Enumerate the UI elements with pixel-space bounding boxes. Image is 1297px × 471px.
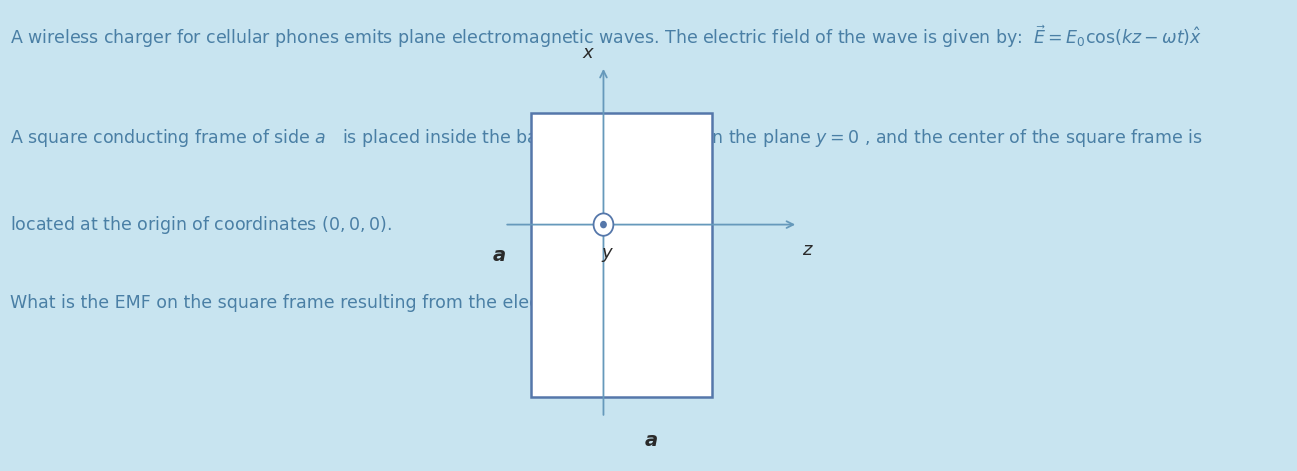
Text: a: a [645, 431, 658, 450]
Text: z: z [802, 241, 811, 259]
Text: A square conducting frame of side $a$   is placed inside the battery of the phon: A square conducting frame of side $a$ is… [10, 127, 1202, 149]
Text: located at the origin of coordinates $(0, 0, 0)$.: located at the origin of coordinates $(0… [10, 214, 392, 236]
Text: What is the EMF on the square frame resulting from the electromagnetic wave?: What is the EMF on the square frame resu… [10, 294, 706, 312]
Circle shape [601, 221, 606, 227]
Text: A wireless charger for cellular phones emits plane electromagnetic waves. The el: A wireless charger for cellular phones e… [10, 24, 1202, 50]
Text: a: a [493, 245, 506, 265]
Text: x: x [582, 44, 593, 62]
Text: y: y [602, 244, 612, 262]
Bar [532, 113, 712, 398]
Circle shape [594, 213, 613, 236]
